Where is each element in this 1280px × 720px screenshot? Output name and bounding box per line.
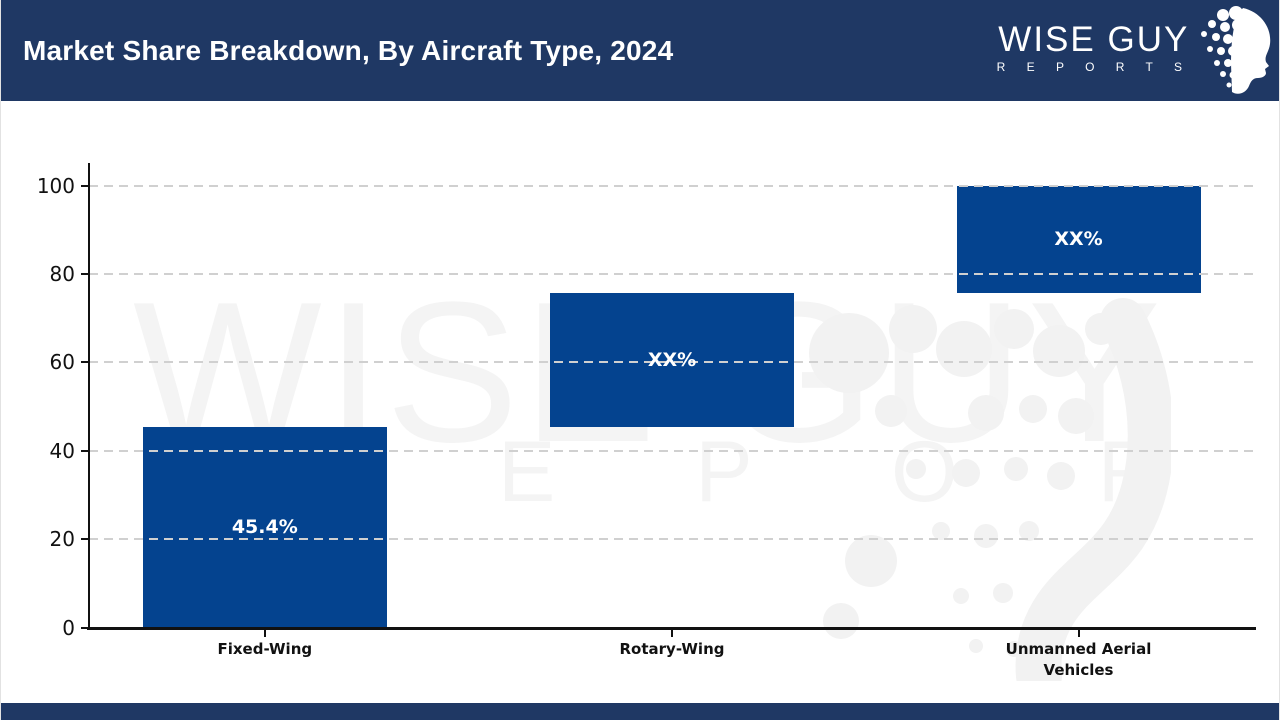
- y-tick-label: 80: [49, 261, 75, 286]
- header-bar: Market Share Breakdown, By Aircraft Type…: [1, 0, 1279, 101]
- watermark-face-icon: [771, 298, 1171, 681]
- bar: [142, 426, 387, 628]
- bar-value-label: XX%: [1054, 228, 1103, 251]
- chart-area: WISE GUY R E P O R T S 02040608010045.4%…: [1, 101, 1279, 703]
- y-tick-label: 0: [62, 615, 75, 640]
- x-tick-label: Rotary-Wing: [619, 639, 725, 658]
- y-tick: [81, 538, 89, 541]
- gridline: [89, 538, 1256, 541]
- y-tick-label: 60: [49, 350, 75, 375]
- y-axis-line: [88, 163, 90, 630]
- logo-face-icon: [1201, 6, 1271, 94]
- bar-value-label: 45.4%: [231, 516, 298, 539]
- x-tick-label: Unmanned Aerial Vehicles: [1005, 639, 1152, 679]
- gridline: [89, 449, 1256, 452]
- bar: [956, 185, 1201, 294]
- bar: [550, 293, 794, 427]
- x-tick-label: Fixed-Wing: [217, 639, 313, 658]
- y-tick: [81, 626, 89, 629]
- bar-value-label: XX%: [647, 349, 697, 372]
- x-tick: [263, 628, 266, 637]
- y-tick-label: 40: [49, 438, 75, 463]
- y-tick: [81, 272, 89, 275]
- logo-wordmark: WISE GUY R E P O R T S: [996, 20, 1191, 75]
- gridline: [89, 361, 1256, 364]
- x-axis-line: [87, 626, 1256, 630]
- y-tick: [81, 184, 89, 187]
- x-tick: [1077, 628, 1080, 637]
- gridline: [89, 184, 1256, 187]
- footer-bar: [1, 703, 1279, 720]
- y-tick-label: 20: [49, 527, 75, 552]
- gridline: [89, 272, 1256, 275]
- page-title: Market Share Breakdown, By Aircraft Type…: [23, 35, 674, 66]
- y-tick-label: 100: [36, 173, 75, 198]
- logo-wordmark-line1: WISE GUY: [998, 20, 1190, 59]
- y-tick: [81, 449, 89, 452]
- logo: WISE GUY R E P O R T S: [997, 0, 1271, 101]
- x-tick: [671, 628, 673, 637]
- logo-wordmark-line2: R E P O R T S: [996, 60, 1191, 74]
- y-tick: [81, 361, 89, 364]
